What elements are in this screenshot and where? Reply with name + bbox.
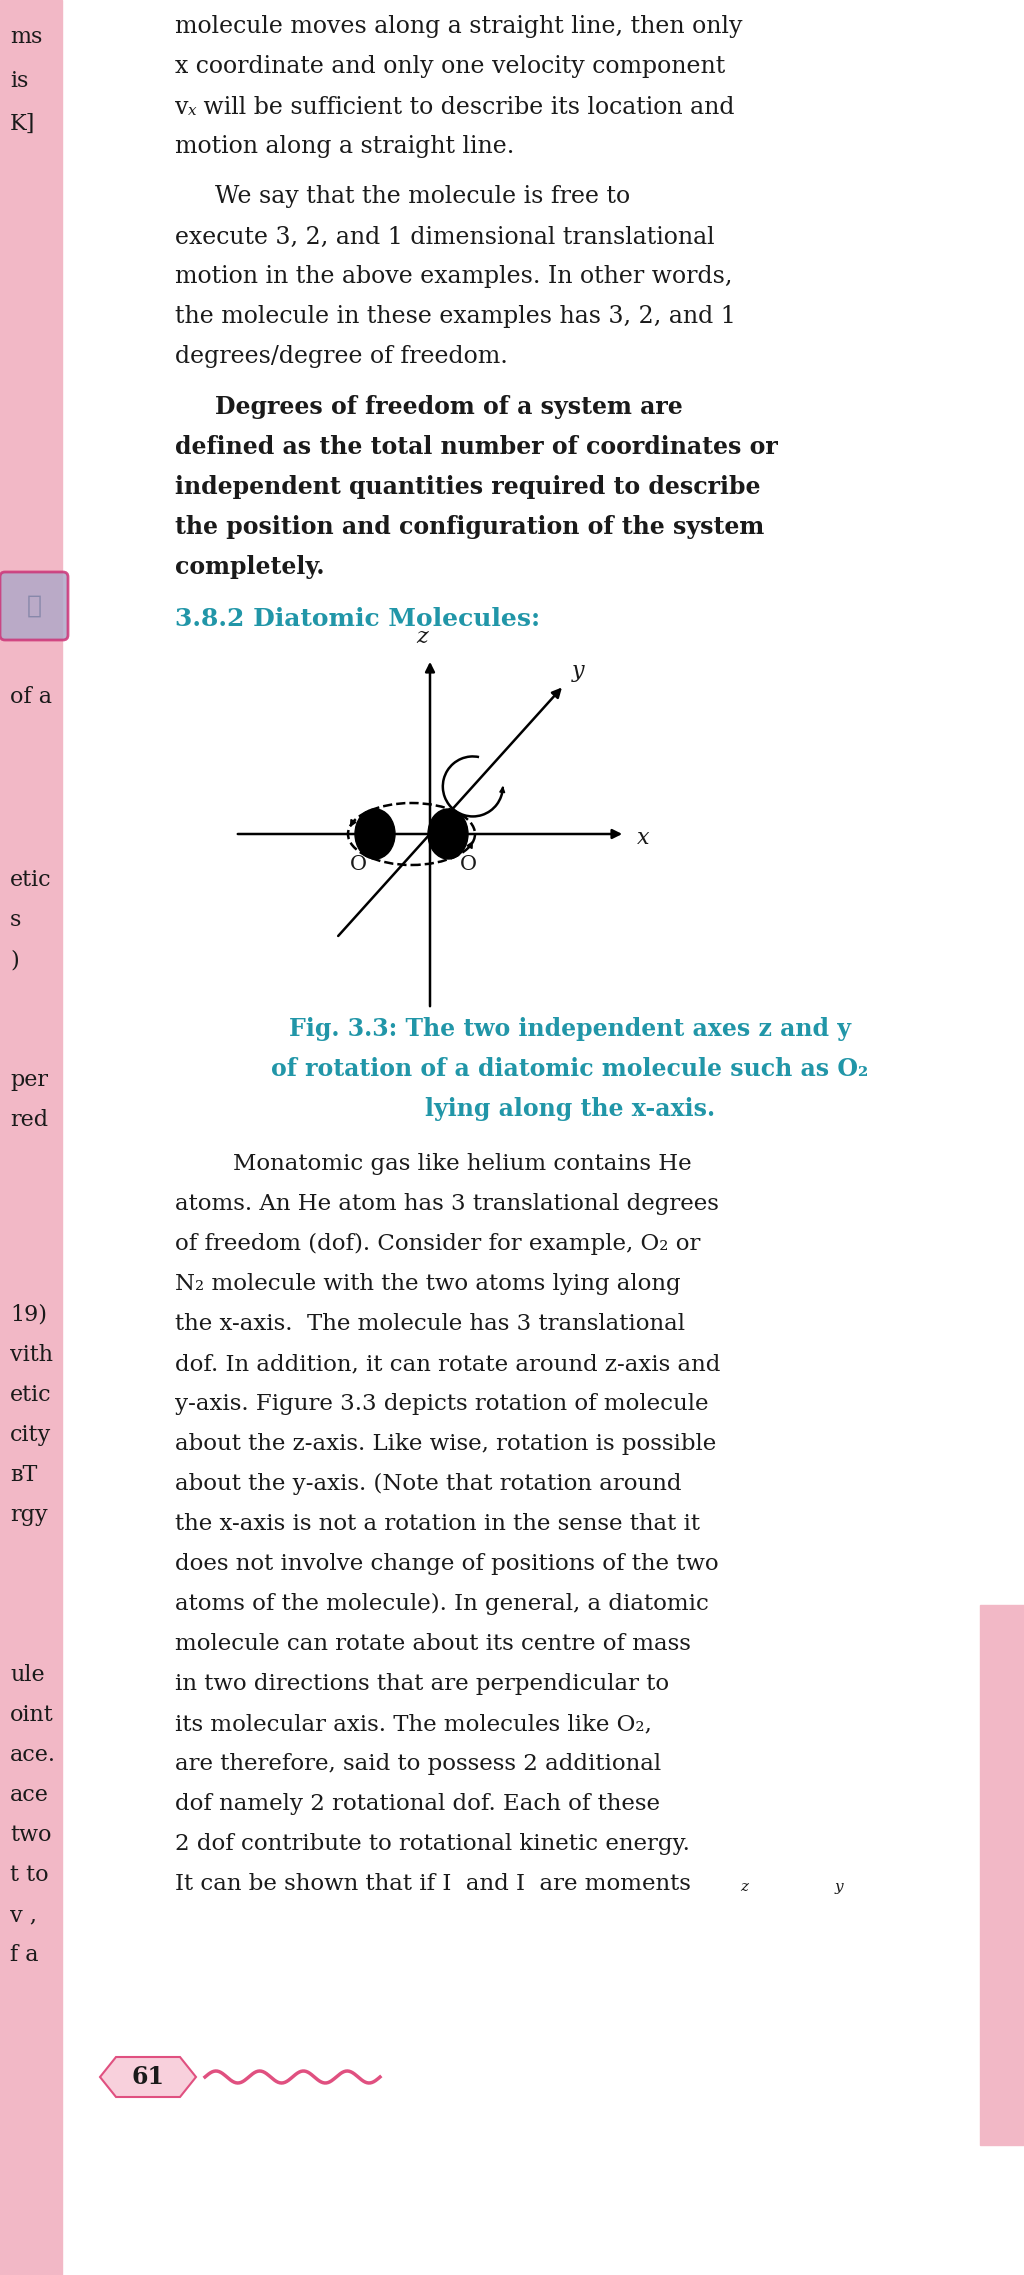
Text: 19): 19) [10, 1304, 47, 1326]
Text: x coordinate and only one velocity component: x coordinate and only one velocity compo… [175, 55, 725, 80]
Text: Monatomic gas like helium contains He: Monatomic gas like helium contains He [175, 1153, 691, 1174]
Text: of rotation of a diatomic molecule such as O₂: of rotation of a diatomic molecule such … [271, 1058, 868, 1081]
Text: dof namely 2 rotational dof. Each of these: dof namely 2 rotational dof. Each of the… [175, 1793, 660, 1815]
Text: are therefore, said to possess 2 additional: are therefore, said to possess 2 additio… [175, 1754, 662, 1774]
Text: vith: vith [10, 1345, 53, 1365]
Text: Degrees of freedom of a system are: Degrees of freedom of a system are [215, 396, 683, 419]
Text: We say that the molecule is free to: We say that the molecule is free to [215, 187, 630, 209]
Text: z: z [740, 1879, 748, 1895]
Text: It can be shown that if I  and I  are moments: It can be shown that if I and I are mome… [175, 1872, 691, 1895]
Text: is: is [10, 71, 29, 91]
Text: molecule moves along a straight line, then only: molecule moves along a straight line, th… [175, 16, 742, 39]
Text: K]: K] [10, 114, 36, 134]
Bar [0, 0, 62, 2275]
Text: f a: f a [10, 1945, 39, 1966]
Text: x: x [188, 105, 197, 118]
Text: execute 3, 2, and 1 dimensional translational: execute 3, 2, and 1 dimensional translat… [175, 225, 715, 248]
Text: about the y-axis. (Note that rotation around: about the y-axis. (Note that rotation ar… [175, 1472, 682, 1495]
Text: O: O [460, 855, 477, 874]
Text: s: s [10, 910, 22, 930]
Text: 3.8.2 Diatomic Molecules:: 3.8.2 Diatomic Molecules: [175, 607, 540, 630]
Text: ): ) [10, 951, 18, 971]
Text: t to: t to [10, 1863, 48, 1886]
Text: v  will be sufficient to describe its location and: v will be sufficient to describe its loc… [175, 96, 734, 118]
Polygon shape [100, 2057, 196, 2098]
Text: oint: oint [10, 1704, 53, 1727]
Text: the position and configuration of the system: the position and configuration of the sy… [175, 514, 764, 539]
Text: ʙT: ʙT [10, 1465, 37, 1486]
Text: ace.: ace. [10, 1745, 56, 1765]
Text: O: O [350, 855, 367, 874]
Text: does not involve change of positions of the two: does not involve change of positions of … [175, 1554, 719, 1574]
Text: defined as the total number of coordinates or: defined as the total number of coordinat… [175, 435, 778, 460]
Text: city: city [10, 1424, 51, 1447]
Text: the x-axis.  The molecule has 3 translational: the x-axis. The molecule has 3 translati… [175, 1313, 685, 1335]
Text: v ,: v , [10, 1904, 37, 1927]
Text: per: per [10, 1069, 48, 1092]
Text: ule: ule [10, 1663, 45, 1686]
Text: degrees/degree of freedom.: degrees/degree of freedom. [175, 346, 508, 369]
Text: etic: etic [10, 1383, 51, 1406]
Text: molecule can rotate about its centre of mass: molecule can rotate about its centre of … [175, 1633, 691, 1654]
Text: motion along a straight line.: motion along a straight line. [175, 136, 514, 159]
Text: y: y [835, 1879, 844, 1895]
Ellipse shape [355, 810, 395, 860]
Text: the molecule in these examples has 3, 2, and 1: the molecule in these examples has 3, 2,… [175, 305, 736, 328]
Text: 2 dof contribute to rotational kinetic energy.: 2 dof contribute to rotational kinetic e… [175, 1834, 690, 1854]
Text: red: red [10, 1108, 48, 1131]
FancyBboxPatch shape [0, 571, 68, 639]
Text: N₂ molecule with the two atoms lying along: N₂ molecule with the two atoms lying alo… [175, 1274, 681, 1294]
Text: about the z-axis. Like wise, rotation is possible: about the z-axis. Like wise, rotation is… [175, 1433, 716, 1456]
Text: the x-axis is not a rotation in the sense that it: the x-axis is not a rotation in the sens… [175, 1513, 700, 1536]
Text: ace: ace [10, 1784, 49, 1806]
Ellipse shape [428, 810, 468, 860]
Text: rgy: rgy [10, 1504, 48, 1527]
Bar [980, 1604, 1024, 2145]
Text: of a: of a [10, 687, 52, 708]
Text: completely.: completely. [175, 555, 325, 580]
Text: ms: ms [10, 25, 42, 48]
Text: z: z [416, 626, 428, 648]
Text: its molecular axis. The molecules like O₂,: its molecular axis. The molecules like O… [175, 1713, 652, 1736]
Text: y-axis. Figure 3.3 depicts rotation of molecule: y-axis. Figure 3.3 depicts rotation of m… [175, 1392, 709, 1415]
Text: two: two [10, 1825, 51, 1845]
Text: atoms of the molecule). In general, a diatomic: atoms of the molecule). In general, a di… [175, 1592, 709, 1615]
Text: dof. In addition, it can rotate around z-axis and: dof. In addition, it can rotate around z… [175, 1354, 720, 1374]
Text: y: y [571, 660, 585, 682]
Text: Fig. 3.3: The two independent axes z and y: Fig. 3.3: The two independent axes z and… [289, 1017, 851, 1042]
Text: in two directions that are perpendicular to: in two directions that are perpendicular… [175, 1672, 669, 1695]
Text: 61: 61 [131, 2066, 165, 2088]
Text: motion in the above examples. In other words,: motion in the above examples. In other w… [175, 266, 732, 289]
Text: of freedom (dof). Consider for example, O₂ or: of freedom (dof). Consider for example, … [175, 1233, 700, 1256]
Text: 📖: 📖 [27, 594, 42, 619]
Text: independent quantities required to describe: independent quantities required to descr… [175, 475, 761, 498]
Text: atoms. An He atom has 3 translational degrees: atoms. An He atom has 3 translational de… [175, 1192, 719, 1215]
Text: etic: etic [10, 869, 51, 892]
Text: x: x [637, 828, 649, 849]
Text: lying along the x-axis.: lying along the x-axis. [425, 1097, 715, 1122]
